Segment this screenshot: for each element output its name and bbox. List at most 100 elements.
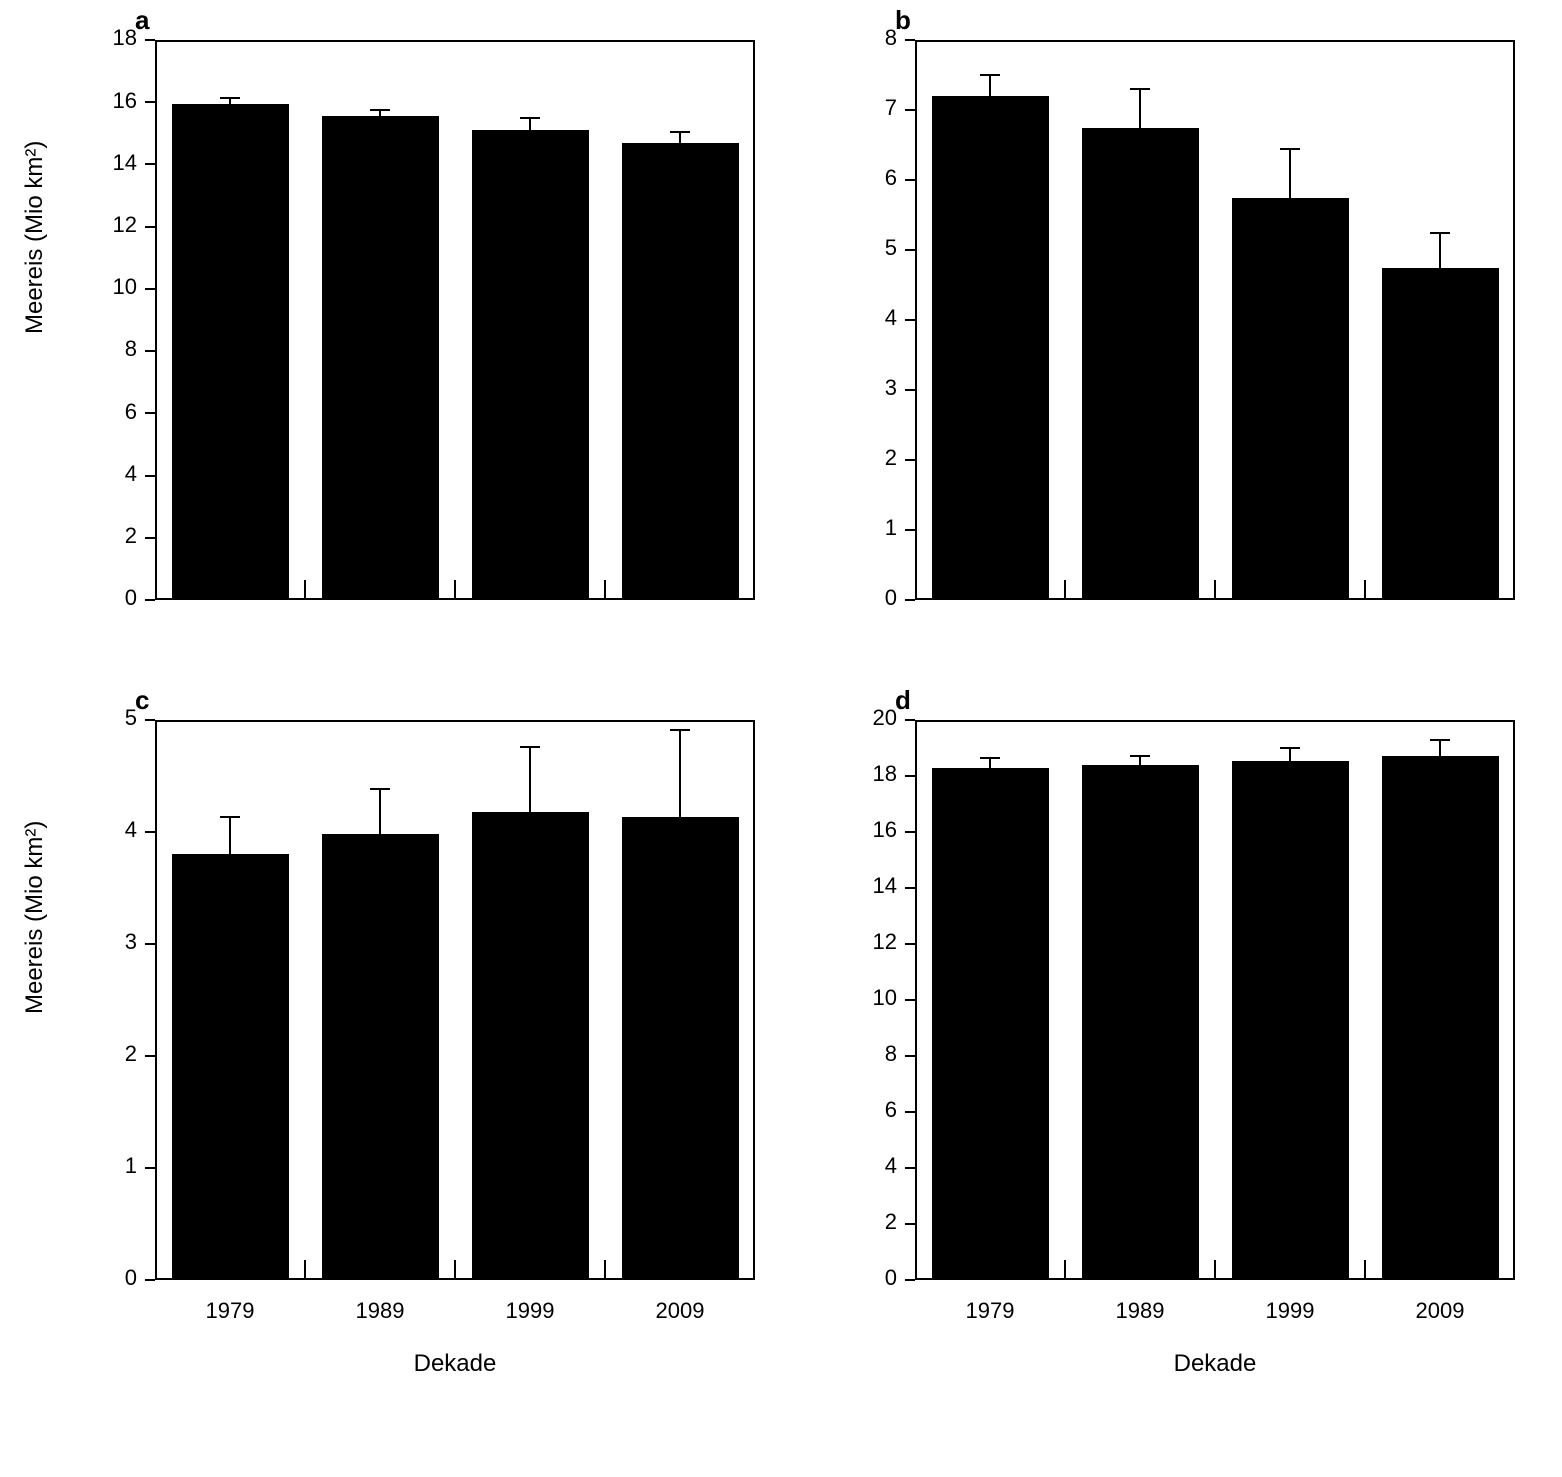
error-bar — [529, 747, 531, 812]
error-bar — [1139, 756, 1141, 764]
bar — [472, 130, 589, 600]
y-tick-label: 6 — [845, 165, 897, 191]
x-minor-tick — [1064, 1260, 1066, 1280]
y-tick-label: 3 — [845, 375, 897, 401]
error-bar — [529, 118, 531, 130]
error-bar — [679, 730, 681, 817]
y-tick-mark — [905, 459, 915, 461]
y-tick-label: 18 — [845, 761, 897, 787]
bar — [932, 96, 1049, 600]
bar — [622, 817, 739, 1280]
error-bar — [1289, 748, 1291, 761]
error-bar — [989, 75, 991, 96]
error-bar — [1439, 740, 1441, 757]
y-tick-label: 0 — [845, 1265, 897, 1291]
bar — [1232, 761, 1349, 1280]
error-cap — [1130, 88, 1150, 90]
y-tick-label: 7 — [845, 95, 897, 121]
error-bar — [229, 817, 231, 854]
bar — [1082, 765, 1199, 1280]
y-tick-mark — [905, 39, 915, 41]
x-tick-label: 1999 — [480, 1298, 580, 1324]
y-tick-mark — [145, 719, 155, 721]
x-minor-tick — [304, 1260, 306, 1280]
bar — [322, 116, 439, 600]
y-tick-mark — [145, 475, 155, 477]
y-tick-label: 8 — [845, 1041, 897, 1067]
y-tick-mark — [905, 179, 915, 181]
y-tick-mark — [905, 599, 915, 601]
bar — [472, 812, 589, 1280]
y-tick-label: 2 — [845, 1209, 897, 1235]
x-tick-label: 1989 — [330, 1298, 430, 1324]
y-tick-label: 4 — [85, 817, 137, 843]
figure-container: a024681012141618Meereis (Mio km²)b012345… — [0, 0, 1562, 1477]
y-tick-mark — [905, 109, 915, 111]
y-tick-mark — [905, 775, 915, 777]
y-tick-mark — [905, 999, 915, 1001]
y-tick-mark — [905, 943, 915, 945]
y-tick-mark — [905, 319, 915, 321]
y-tick-label: 18 — [85, 25, 137, 51]
x-minor-tick — [604, 580, 606, 600]
y-tick-label: 10 — [85, 274, 137, 300]
x-tick-label: 2009 — [1390, 1298, 1490, 1324]
y-tick-mark — [145, 1167, 155, 1169]
error-cap — [220, 97, 240, 99]
y-tick-label: 0 — [85, 1265, 137, 1291]
bar — [622, 143, 739, 600]
error-cap — [370, 109, 390, 111]
error-bar — [989, 758, 991, 768]
y-tick-mark — [905, 887, 915, 889]
y-tick-mark — [145, 350, 155, 352]
y-tick-label: 5 — [845, 235, 897, 261]
y-tick-mark — [905, 249, 915, 251]
y-tick-label: 6 — [85, 399, 137, 425]
y-tick-mark — [905, 1111, 915, 1113]
y-tick-label: 1 — [845, 515, 897, 541]
error-cap — [670, 131, 690, 133]
y-tick-mark — [145, 226, 155, 228]
y-tick-label: 6 — [845, 1097, 897, 1123]
error-bar — [679, 132, 681, 143]
y-tick-label: 2 — [845, 445, 897, 471]
x-tick-label: 1979 — [940, 1298, 1040, 1324]
y-tick-label: 12 — [85, 212, 137, 238]
y-tick-mark — [905, 1223, 915, 1225]
y-tick-mark — [145, 288, 155, 290]
y-tick-mark — [145, 831, 155, 833]
y-tick-label: 2 — [85, 523, 137, 549]
y-axis-label-a: Meereis (Mio km²) — [21, 304, 49, 334]
y-tick-label: 5 — [85, 705, 137, 731]
y-tick-mark — [145, 943, 155, 945]
x-tick-label: 1979 — [180, 1298, 280, 1324]
error-cap — [1280, 148, 1300, 150]
error-bar — [1139, 89, 1141, 128]
y-tick-mark — [905, 1055, 915, 1057]
y-tick-label: 16 — [85, 88, 137, 114]
y-tick-mark — [145, 599, 155, 601]
bar — [1382, 268, 1499, 601]
bar — [172, 104, 289, 600]
error-cap — [1280, 747, 1300, 749]
y-tick-label: 0 — [85, 585, 137, 611]
y-tick-mark — [145, 101, 155, 103]
y-tick-mark — [145, 39, 155, 41]
x-minor-tick — [304, 580, 306, 600]
y-tick-label: 4 — [845, 1153, 897, 1179]
y-tick-mark — [905, 1167, 915, 1169]
error-cap — [520, 746, 540, 748]
bar — [1082, 128, 1199, 601]
y-tick-mark — [905, 389, 915, 391]
y-tick-label: 12 — [845, 929, 897, 955]
x-minor-tick — [604, 1260, 606, 1280]
panel-label-d: d — [895, 685, 911, 716]
error-cap — [670, 729, 690, 731]
y-tick-mark — [145, 537, 155, 539]
x-minor-tick — [454, 1260, 456, 1280]
bar — [1382, 756, 1499, 1280]
y-tick-mark — [145, 163, 155, 165]
y-tick-label: 14 — [845, 873, 897, 899]
error-cap — [370, 788, 390, 790]
x-minor-tick — [1064, 580, 1066, 600]
